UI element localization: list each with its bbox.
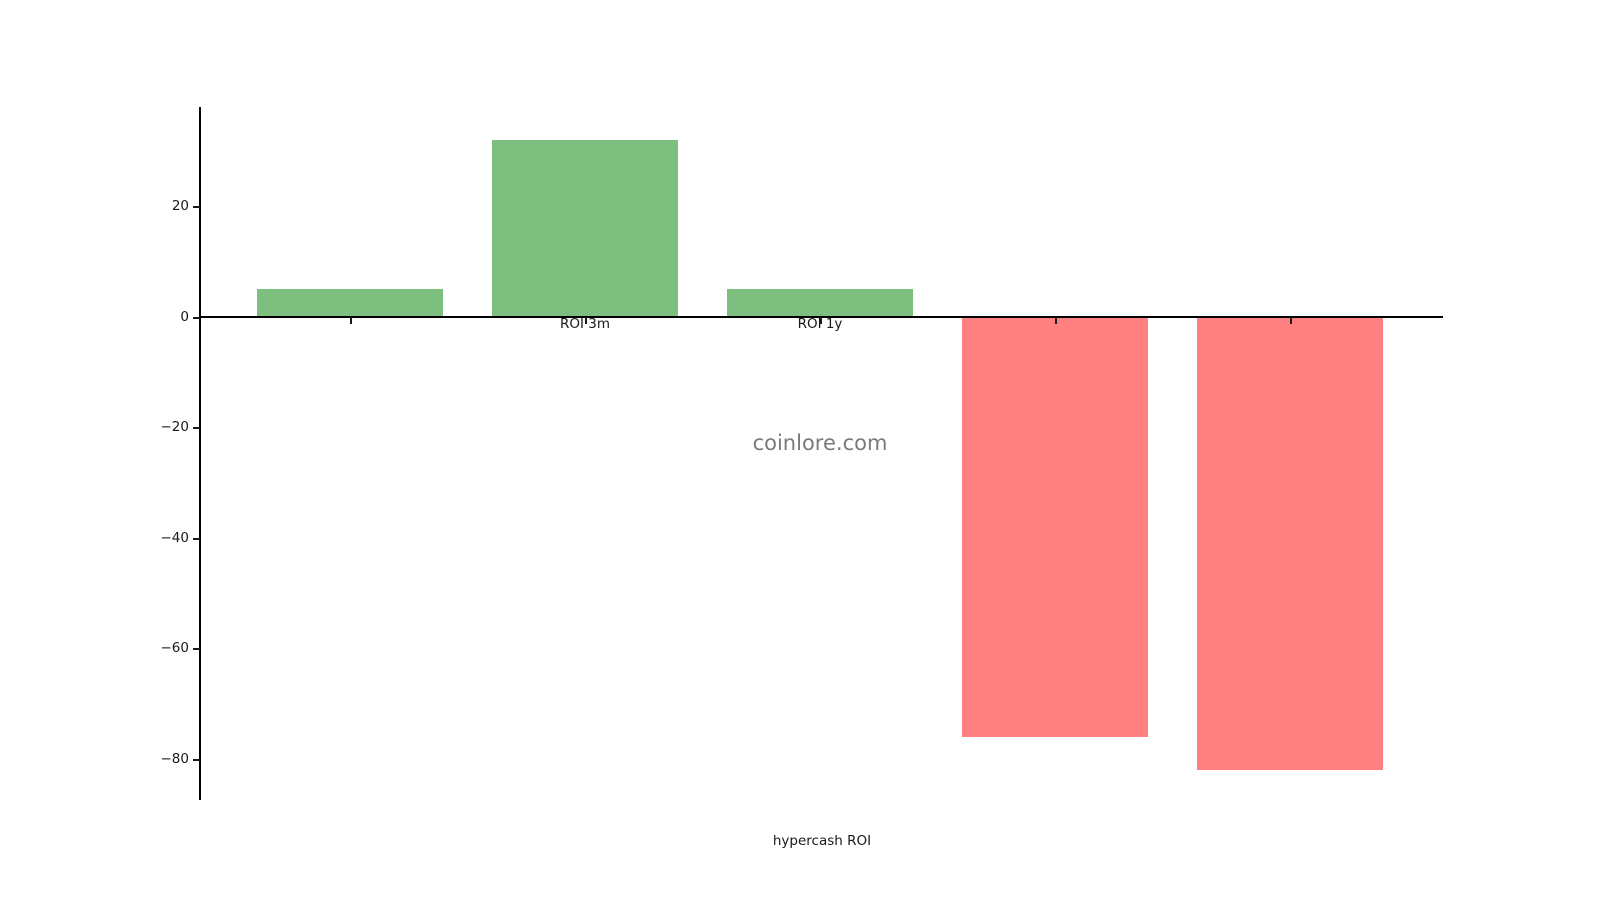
y-tick-label: −80 xyxy=(160,751,190,767)
x-tick-label: ROI 3m xyxy=(559,316,611,332)
x-tick-label: ROI 1y xyxy=(797,316,843,332)
x-tick xyxy=(1290,317,1292,324)
bar-5 xyxy=(1197,317,1383,770)
y-tick-label: 0 xyxy=(180,309,189,325)
watermark: coinlore.com xyxy=(752,431,888,455)
bar-1 xyxy=(257,289,443,317)
y-tick xyxy=(193,648,200,650)
bar-4 xyxy=(962,317,1148,737)
y-tick xyxy=(193,206,200,208)
x-tick xyxy=(585,317,587,324)
y-tick-label: −60 xyxy=(160,640,190,656)
y-tick xyxy=(193,538,200,540)
x-tick xyxy=(820,317,822,324)
x-axis-title: hypercash ROI xyxy=(772,833,872,849)
y-tick-label: −40 xyxy=(160,530,190,546)
y-tick xyxy=(193,759,200,761)
y-axis xyxy=(199,107,201,800)
y-tick-label: −20 xyxy=(160,419,190,435)
y-tick xyxy=(193,317,200,319)
y-tick xyxy=(193,427,200,429)
x-axis xyxy=(199,316,1443,318)
x-tick xyxy=(1055,317,1057,324)
bar-2 xyxy=(492,140,678,317)
y-tick-label: 20 xyxy=(171,198,189,214)
x-tick xyxy=(350,317,352,324)
bar-3 xyxy=(727,289,913,317)
